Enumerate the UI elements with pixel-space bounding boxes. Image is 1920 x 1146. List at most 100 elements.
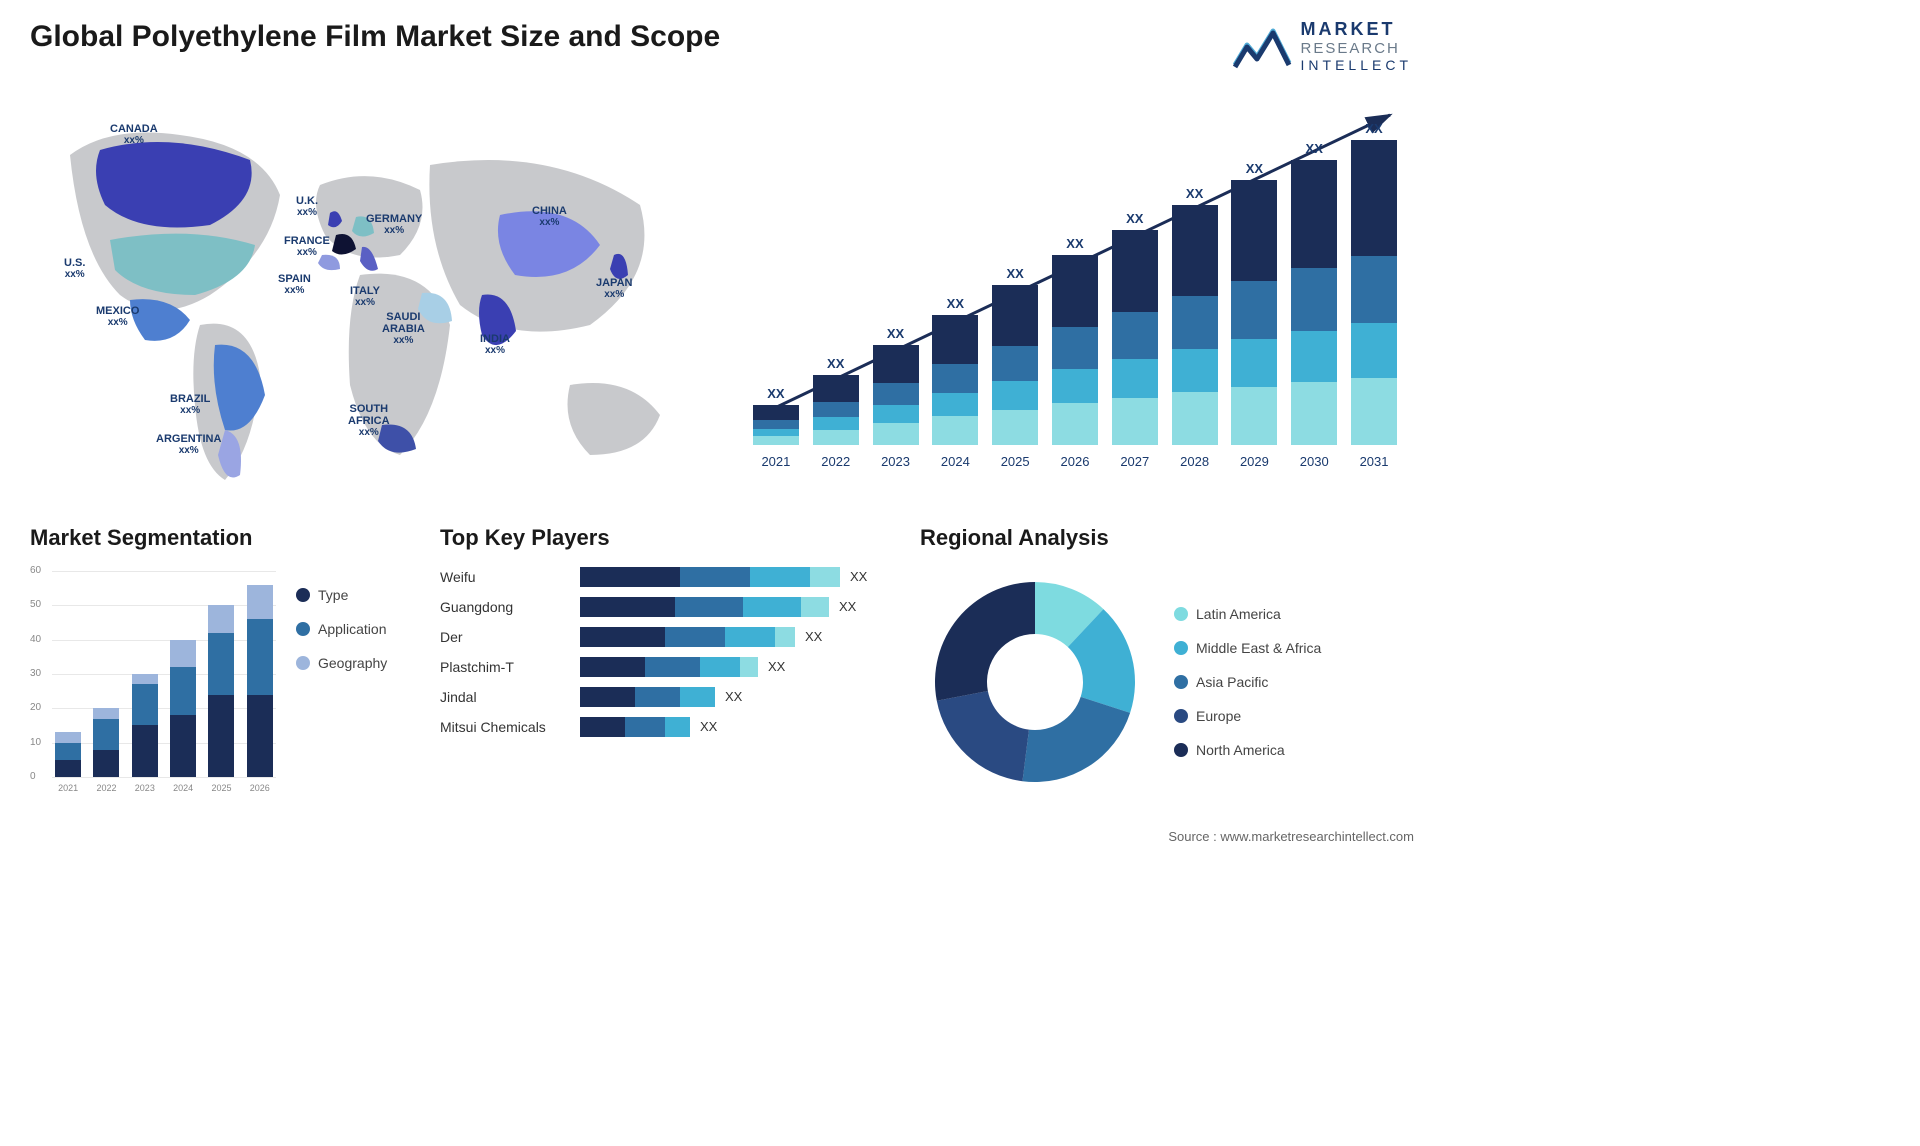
growth-value-label: XX <box>947 296 964 311</box>
player-value: XX <box>850 569 867 584</box>
map-label: ARGENTINAxx% <box>156 433 221 456</box>
regional-donut-chart <box>920 567 1150 797</box>
map-label: ITALYxx% <box>350 285 380 308</box>
brand-logo: MARKET RESEARCH INTELLECT <box>1233 20 1412 75</box>
map-label: GERMANYxx% <box>366 213 422 236</box>
regional-legend-item: Europe <box>1174 708 1321 724</box>
player-value: XX <box>839 599 856 614</box>
growth-value-label: XX <box>1006 266 1023 281</box>
map-label: SAUDIARABIAxx% <box>382 311 425 346</box>
growth-bar-col: XX2022 <box>810 356 862 445</box>
regional-legend-item: Middle East & Africa <box>1174 640 1321 656</box>
growth-year-label: 2023 <box>869 454 923 469</box>
growth-bar-col: XX2026 <box>1049 236 1101 445</box>
map-label: U.S.xx% <box>64 257 85 280</box>
map-label: JAPANxx% <box>596 277 632 300</box>
market-segmentation-section: Market Segmentation 0 10 20 30 40 50 60 2021 202… <box>30 525 420 797</box>
regional-legend-item: Asia Pacific <box>1174 674 1321 690</box>
map-label: INDIAxx% <box>480 333 510 356</box>
map-label: CHINAxx% <box>532 205 567 228</box>
growth-year-label: 2025 <box>988 454 1042 469</box>
seg-year-label: 2024 <box>173 783 193 793</box>
player-row: Der XX <box>440 627 900 647</box>
donut-slice <box>1022 697 1130 782</box>
map-label: BRAZILxx% <box>170 393 210 416</box>
map-label: SPAINxx% <box>278 273 311 296</box>
growth-value-label: XX <box>1186 186 1203 201</box>
growth-year-label: 2021 <box>749 454 803 469</box>
page-title: Global Polyethylene Film Market Size and… <box>30 20 720 54</box>
segmentation-title: Market Segmentation <box>30 525 420 551</box>
seg-year-label: 2025 <box>211 783 231 793</box>
growth-bar-chart: XX2021XX2022XX2023XX2024XX2025XX2026XX20… <box>740 95 1410 475</box>
growth-value-label: XX <box>1306 141 1323 156</box>
player-row: Mitsui Chemicals XX <box>440 717 900 737</box>
growth-bar-col: XX2028 <box>1169 186 1221 445</box>
growth-bar-col: XX2021 <box>750 386 802 445</box>
map-label: SOUTHAFRICAxx% <box>348 403 390 438</box>
seg-ytick: 0 <box>30 771 36 782</box>
growth-year-label: 2024 <box>928 454 982 469</box>
segmentation-chart: 0 10 20 30 40 50 60 2021 2022 2023 2024 2025 2026 <box>30 567 280 797</box>
growth-value-label: XX <box>887 326 904 341</box>
source-attribution: Source : www.marketresearchintellect.com <box>1168 829 1414 844</box>
player-row: Guangdong XX <box>440 597 900 617</box>
player-row: Weifu XX <box>440 567 900 587</box>
growth-value-label: XX <box>1365 121 1382 136</box>
growth-year-label: 2030 <box>1287 454 1341 469</box>
player-name: Der <box>440 629 580 645</box>
growth-year-label: 2026 <box>1048 454 1102 469</box>
seg-ytick: 60 <box>30 565 41 576</box>
seg-year-label: 2023 <box>135 783 155 793</box>
player-row: Plastchim-T XX <box>440 657 900 677</box>
seg-ytick: 10 <box>30 737 41 748</box>
seg-ytick: 20 <box>30 702 41 713</box>
player-value: XX <box>805 629 822 644</box>
growth-bar-col: XX2029 <box>1229 161 1281 445</box>
seg-year-label: 2022 <box>96 783 116 793</box>
growth-value-label: XX <box>1246 161 1263 176</box>
growth-bar-col: XX2023 <box>870 326 922 445</box>
map-label: U.K.xx% <box>296 195 318 218</box>
player-name: Guangdong <box>440 599 580 615</box>
seg-ytick: 30 <box>30 668 41 679</box>
growth-bar-col: XX2030 <box>1288 141 1340 445</box>
player-value: XX <box>725 689 742 704</box>
segmentation-legend: Type Application Geography <box>296 567 387 671</box>
seg-year-label: 2026 <box>250 783 270 793</box>
seg-ytick: 50 <box>30 599 41 610</box>
seg-ytick: 40 <box>30 634 41 645</box>
players-title: Top Key Players <box>440 525 900 551</box>
regional-analysis-section: Regional Analysis Latin America Middle Ea… <box>920 525 1360 797</box>
segmentation-legend-item: Geography <box>296 655 387 671</box>
segmentation-legend-item: Type <box>296 587 387 603</box>
world-map: CANADAxx%U.S.xx%MEXICOxx%BRAZILxx%ARGENT… <box>30 95 710 495</box>
player-name: Weifu <box>440 569 580 585</box>
regional-title: Regional Analysis <box>920 525 1360 551</box>
growth-year-label: 2028 <box>1168 454 1222 469</box>
top-key-players-section: Top Key Players WeifuXXGuangdongXXDerXXP… <box>440 525 900 797</box>
donut-slice <box>935 582 1035 701</box>
map-country-brazil <box>214 345 265 431</box>
growth-bar-col: XX2027 <box>1109 211 1161 445</box>
growth-value-label: XX <box>827 356 844 371</box>
growth-year-label: 2029 <box>1227 454 1281 469</box>
logo-mark-icon <box>1233 25 1293 69</box>
growth-year-label: 2022 <box>809 454 863 469</box>
map-label: MEXICOxx% <box>96 305 139 328</box>
player-name: Plastchim-T <box>440 659 580 675</box>
donut-slice <box>937 691 1029 781</box>
logo-line2: RESEARCH <box>1301 40 1400 57</box>
regional-legend-item: Latin America <box>1174 606 1321 622</box>
logo-line1: MARKET <box>1301 19 1396 39</box>
player-value: XX <box>700 719 717 734</box>
growth-year-label: 2031 <box>1347 454 1401 469</box>
growth-value-label: XX <box>1066 236 1083 251</box>
seg-year-label: 2021 <box>58 783 78 793</box>
player-value: XX <box>768 659 785 674</box>
player-name: Jindal <box>440 689 580 705</box>
player-name: Mitsui Chemicals <box>440 719 580 735</box>
segmentation-legend-item: Application <box>296 621 387 637</box>
growth-year-label: 2027 <box>1108 454 1162 469</box>
map-label: FRANCExx% <box>284 235 330 258</box>
